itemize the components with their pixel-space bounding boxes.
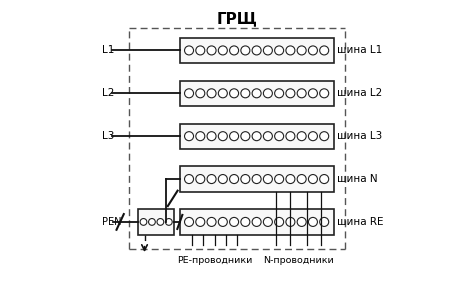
Text: шина N: шина N: [337, 174, 378, 184]
Circle shape: [319, 46, 328, 55]
Circle shape: [274, 46, 283, 55]
Circle shape: [148, 218, 155, 225]
Circle shape: [264, 132, 273, 141]
Bar: [180, 166, 334, 192]
Circle shape: [219, 217, 228, 226]
Circle shape: [264, 175, 273, 184]
Circle shape: [207, 217, 216, 226]
Circle shape: [286, 175, 295, 184]
Bar: [180, 124, 334, 149]
Circle shape: [252, 46, 261, 55]
Circle shape: [184, 217, 193, 226]
Text: шина RE: шина RE: [337, 217, 383, 227]
Circle shape: [309, 132, 318, 141]
Circle shape: [207, 132, 216, 141]
Text: N-проводники: N-проводники: [263, 256, 334, 265]
Circle shape: [241, 132, 250, 141]
Text: РЕ-проводники: РЕ-проводники: [177, 256, 252, 265]
Circle shape: [297, 217, 306, 226]
Circle shape: [196, 46, 205, 55]
Text: L2: L2: [102, 88, 115, 98]
Circle shape: [286, 89, 295, 98]
Circle shape: [207, 175, 216, 184]
Circle shape: [274, 175, 283, 184]
Circle shape: [252, 175, 261, 184]
Circle shape: [219, 132, 228, 141]
Circle shape: [264, 217, 273, 226]
Circle shape: [274, 89, 283, 98]
Circle shape: [264, 46, 273, 55]
Circle shape: [219, 89, 228, 98]
Circle shape: [241, 175, 250, 184]
Text: ГРЩ: ГРЩ: [217, 11, 257, 26]
Circle shape: [319, 132, 328, 141]
Text: L1: L1: [102, 46, 115, 55]
Circle shape: [241, 46, 250, 55]
Circle shape: [252, 132, 261, 141]
Circle shape: [165, 218, 172, 225]
Circle shape: [286, 46, 295, 55]
Circle shape: [219, 46, 228, 55]
Bar: [180, 81, 334, 106]
Circle shape: [196, 175, 205, 184]
Text: L3: L3: [102, 131, 115, 141]
Circle shape: [229, 175, 238, 184]
Circle shape: [219, 175, 228, 184]
Circle shape: [184, 132, 193, 141]
Circle shape: [319, 89, 328, 98]
Circle shape: [184, 175, 193, 184]
Circle shape: [297, 175, 306, 184]
Circle shape: [196, 89, 205, 98]
Circle shape: [229, 217, 238, 226]
Circle shape: [274, 217, 283, 226]
Circle shape: [264, 89, 273, 98]
Circle shape: [207, 89, 216, 98]
Circle shape: [252, 89, 261, 98]
Circle shape: [241, 89, 250, 98]
Bar: [180, 38, 334, 63]
Circle shape: [286, 132, 295, 141]
Circle shape: [297, 132, 306, 141]
Circle shape: [229, 89, 238, 98]
Circle shape: [319, 175, 328, 184]
Circle shape: [309, 217, 318, 226]
Circle shape: [297, 46, 306, 55]
Circle shape: [309, 89, 318, 98]
Circle shape: [140, 218, 147, 225]
Circle shape: [184, 46, 193, 55]
Circle shape: [309, 175, 318, 184]
Bar: [138, 209, 174, 235]
Circle shape: [241, 217, 250, 226]
Circle shape: [309, 46, 318, 55]
Circle shape: [252, 217, 261, 226]
Circle shape: [207, 46, 216, 55]
Circle shape: [196, 132, 205, 141]
Circle shape: [229, 132, 238, 141]
Circle shape: [319, 217, 328, 226]
Text: PEN: PEN: [101, 217, 121, 227]
Circle shape: [229, 46, 238, 55]
Circle shape: [184, 89, 193, 98]
Circle shape: [196, 217, 205, 226]
Text: шина L3: шина L3: [337, 131, 383, 141]
Bar: [180, 209, 334, 235]
Text: шина L1: шина L1: [337, 46, 383, 55]
Circle shape: [157, 218, 164, 225]
Circle shape: [286, 217, 295, 226]
Circle shape: [274, 132, 283, 141]
Text: шина L2: шина L2: [337, 88, 383, 98]
Circle shape: [297, 89, 306, 98]
